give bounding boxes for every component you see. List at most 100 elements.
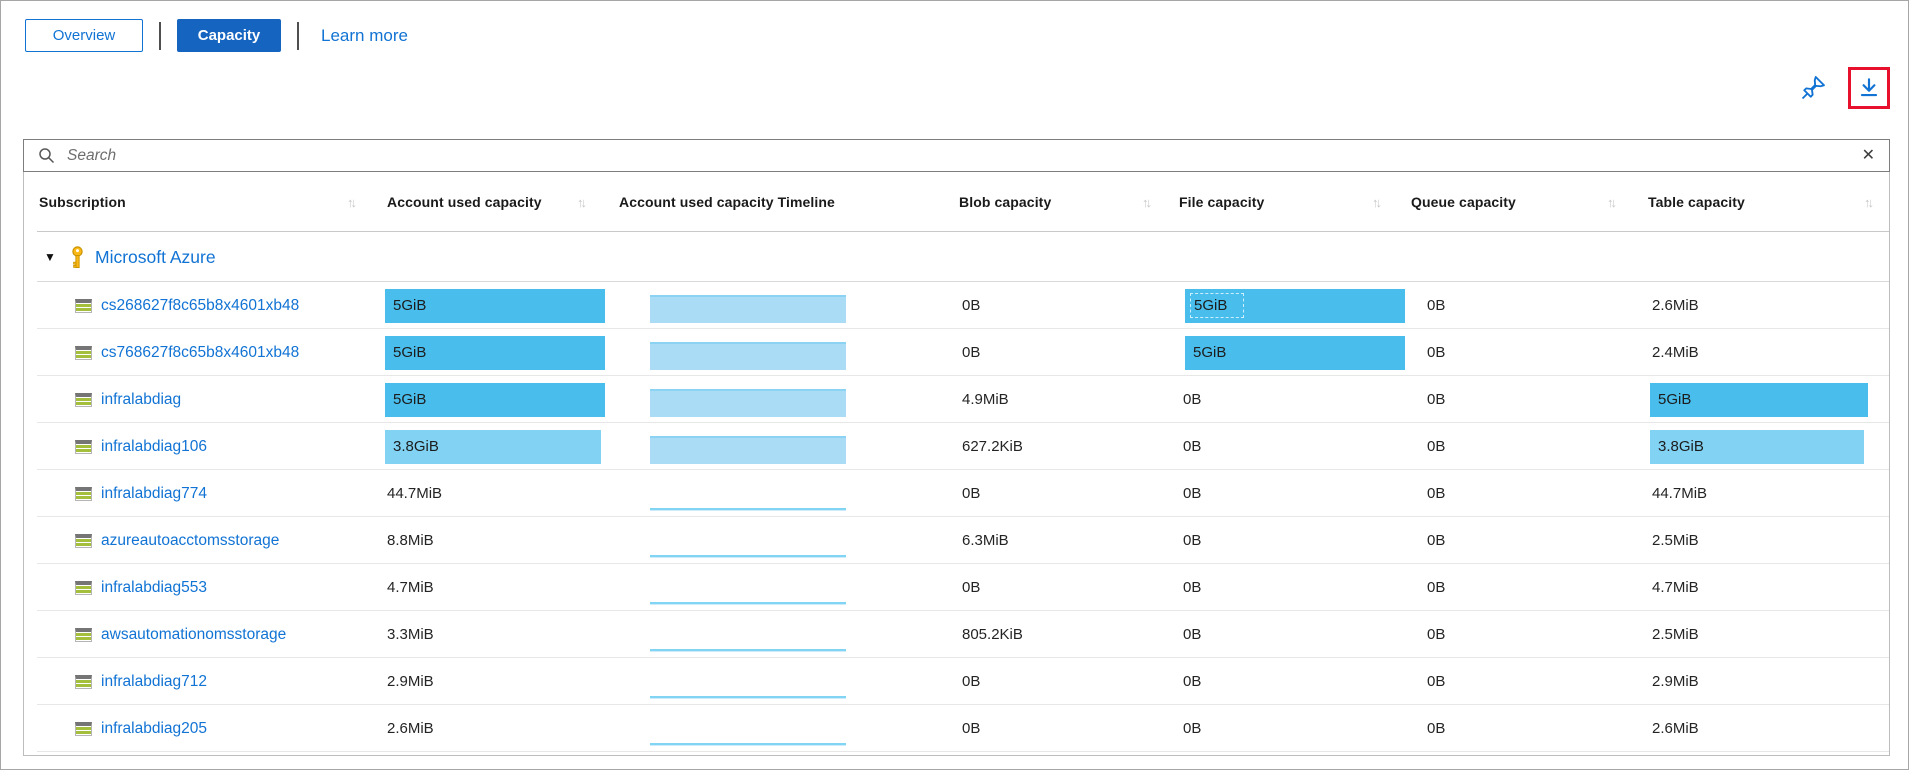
clear-search-icon[interactable]: ✕ [1861,146,1875,164]
file-capacity-cell: 0B [1167,579,1397,597]
subscription-name-cell: infralabdiag [24,391,372,409]
storage-account-link[interactable]: cs268627f8c65b8x4601xb48 [101,296,300,314]
sort-icon[interactable]: ↑↓ [1372,194,1382,210]
focused-cell-value: 5GiB [1190,293,1245,318]
cell-value: 5GiB [393,297,427,314]
table-row[interactable]: infralabdiag774 44.7MiB 0B 0B 0B 44.7MiB [24,470,1889,517]
table-row[interactable]: awsautomationomsstorage 3.3MiB 805.2KiB 0B 0… [24,611,1889,658]
capacity-bar: 5GiB [385,382,605,417]
cell-value: 0B [1183,484,1202,502]
storage-account-icon [75,439,92,454]
learn-more-link[interactable]: Learn more [321,25,408,45]
table-row[interactable]: cs768627f8c65b8x4601xb48 5GiB 0B 5GiB 0B 2.4M… [24,329,1889,376]
search-input[interactable] [67,146,1850,165]
subscription-name-cell: cs268627f8c65b8x4601xb48 [24,297,372,315]
cell-value: 0B [1183,531,1202,549]
timeline-sparkline [650,477,846,511]
storage-account-icon [75,486,92,501]
storage-account-link[interactable]: infralabdiag774 [101,484,208,502]
timeline-line [650,554,846,558]
table-header-row: Subscription ↑↓ Account used capacity ↑↓ Acc… [24,172,1889,232]
overview-button[interactable]: Overview [25,19,143,52]
account-used-capacity-cell: 3.3MiB [372,626,602,644]
cell-value: 5GiB [1193,344,1227,361]
capacity-bar: 5GiB [385,335,605,370]
storage-account-link[interactable]: cs768627f8c65b8x4601xb48 [101,343,300,361]
collapse-chevron-icon[interactable]: ▼ [44,250,56,264]
storage-account-link[interactable]: infralabdiag553 [101,578,208,596]
queue-capacity-cell: 0B [1397,626,1632,644]
pin-icon[interactable] [1798,73,1828,103]
cell-value: 627.2KiB [962,437,1023,455]
storage-account-link[interactable]: infralabdiag205 [101,719,208,737]
timeline-area [650,341,846,370]
blob-capacity-cell: 4.9MiB [942,391,1167,409]
storage-account-link[interactable]: infralabdiag [101,390,182,408]
account-used-capacity-cell: 2.6MiB [372,720,602,738]
timeline-sparkline [650,618,846,652]
sort-icon[interactable]: ↑↓ [347,194,357,210]
table-row[interactable]: infralabdiag205 2.6MiB 0B 0B 0B 2.6MiB [24,705,1889,752]
blob-capacity-cell: 627.2KiB [942,438,1167,456]
cell-value: 0B [1427,625,1446,643]
account-used-capacity-cell: 5GiB [372,335,605,370]
account-used-capacity-cell: 2.9MiB [372,673,602,691]
storage-account-link[interactable]: infralabdiag712 [101,672,208,690]
download-highlight-box [1848,67,1890,109]
subscription-group-row[interactable]: ▼ Microsoft Azure [24,232,1889,282]
timeline-line [650,601,846,605]
sort-icon[interactable]: ↑↓ [1142,194,1152,210]
timeline-sparkline [650,336,846,370]
blob-capacity-cell: 0B [942,297,1167,315]
storage-account-link[interactable]: azureautoacctomsstorage [101,531,280,549]
table-row[interactable]: infralabdiag712 2.9MiB 0B 0B 0B 2.9MiB [24,658,1889,705]
timeline-cell [602,665,942,699]
column-header-table-capacity: Table capacity ↑↓ [1632,194,1889,210]
storage-account-icon [75,721,92,736]
capacity-button[interactable]: Capacity [177,19,281,52]
timeline-sparkline [650,289,846,323]
cell-value: 0B [1183,719,1202,737]
table-body: cs268627f8c65b8x4601xb48 5GiB 0B 5GiB 0B 2.6M… [24,282,1889,752]
sort-icon[interactable]: ↑↓ [1607,194,1617,210]
blob-capacity-cell: 0B [942,579,1167,597]
account-used-capacity-cell: 5GiB [372,382,605,417]
storage-account-link[interactable]: awsautomationomsstorage [101,625,287,643]
column-header-blob-capacity: Blob capacity ↑↓ [942,194,1167,210]
column-header-label: Table capacity [1648,194,1745,210]
timeline-cell [602,618,942,652]
table-row[interactable]: infralabdiag 5GiB 4.9MiB 0B 0B 5GiB [24,376,1889,423]
storage-account-icon [75,627,92,642]
cell-value: 8.8MiB [387,531,434,549]
blob-capacity-cell: 0B [942,344,1167,362]
table-row[interactable]: azureautoacctomsstorage 8.8MiB 6.3MiB 0B 0B 2… [24,517,1889,564]
timeline-area [650,435,846,464]
table-capacity-cell: 2.6MiB [1632,720,1889,738]
toolbar-actions [1798,67,1890,109]
subscription-name-cell: infralabdiag774 [24,485,372,503]
cell-value: 0B [1427,484,1446,502]
storage-account-link[interactable]: infralabdiag106 [101,437,208,455]
subscription-name-cell: infralabdiag553 [24,579,372,597]
queue-capacity-cell: 0B [1397,485,1632,503]
timeline-sparkline [650,712,846,746]
table-row[interactable]: infralabdiag553 4.7MiB 0B 0B 0B 4.7MiB [24,564,1889,611]
cell-value: 0B [1427,719,1446,737]
queue-capacity-cell: 0B [1397,579,1632,597]
cell-value: 0B [1183,390,1202,408]
capacity-bar: 3.8GiB [1650,429,1864,464]
storage-account-icon [75,674,92,689]
timeline-sparkline [650,571,846,605]
table-row[interactable]: cs268627f8c65b8x4601xb48 5GiB 0B 5GiB 0B 2.6M… [24,282,1889,329]
subscription-link[interactable]: Microsoft Azure [95,246,216,267]
sort-icon[interactable]: ↑↓ [1864,194,1874,210]
cell-value: 2.5MiB [1652,625,1699,643]
sort-icon[interactable]: ↑↓ [577,194,587,210]
table-capacity-cell: 2.5MiB [1632,532,1889,550]
download-icon[interactable] [1856,75,1882,101]
cell-value: 0B [1427,390,1446,408]
timeline-sparkline [650,665,846,699]
table-row[interactable]: infralabdiag106 3.8GiB 627.2KiB 0B 0B 3.8GiB [24,423,1889,470]
cell-value: 0B [1427,531,1446,549]
